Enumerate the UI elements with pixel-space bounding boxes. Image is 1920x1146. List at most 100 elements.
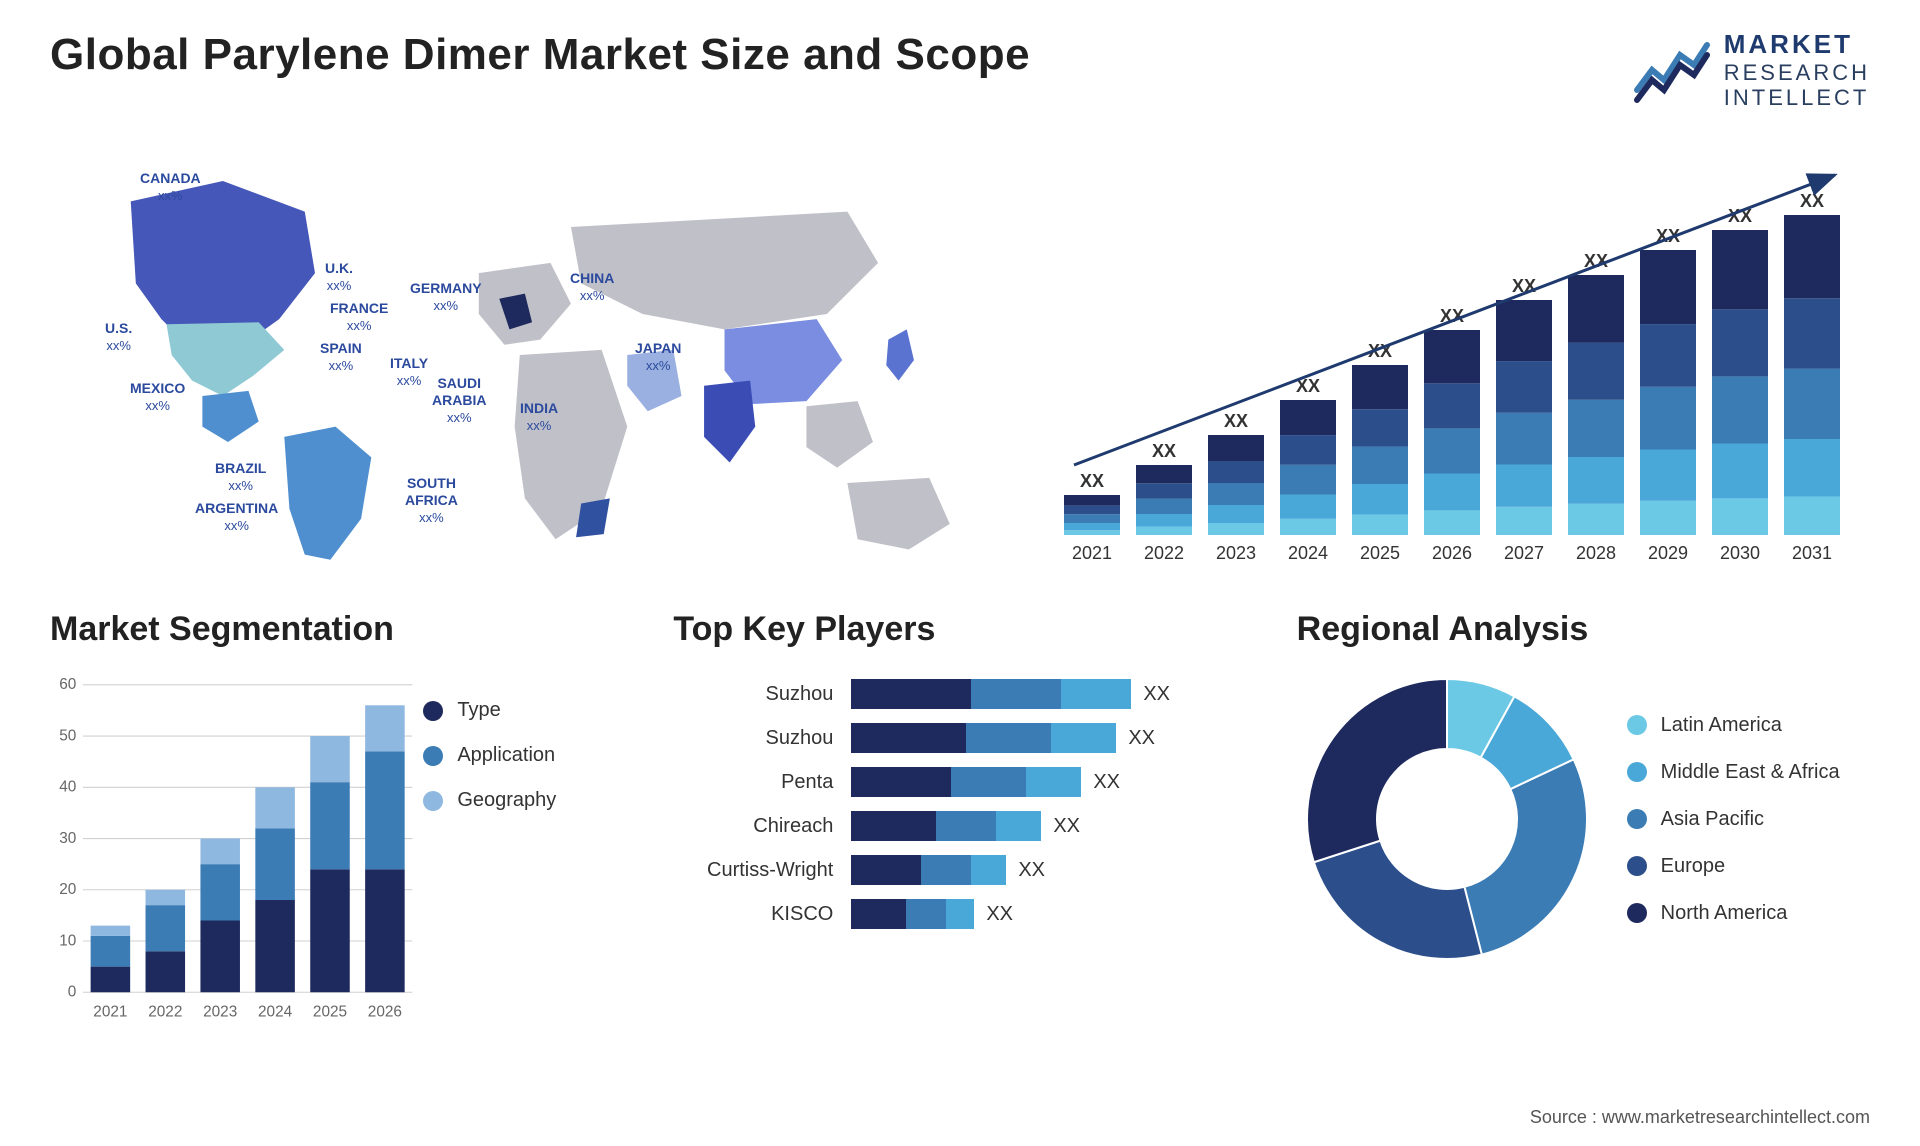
main-bar-segment <box>1712 230 1768 309</box>
player-bar-wrap: XX <box>851 899 1246 929</box>
legend-dot <box>1627 809 1647 829</box>
map-label: GERMANYxx% <box>410 280 482 314</box>
main-bar-segment <box>1640 325 1696 388</box>
seg-bar-segment <box>91 936 131 967</box>
legend-item: Middle East & Africa <box>1627 761 1870 784</box>
player-name: Suzhou <box>673 727 833 750</box>
map-label: U.K.xx% <box>325 260 353 294</box>
legend-dot <box>1627 762 1647 782</box>
main-bar-segment <box>1280 436 1336 466</box>
legend-label: Europe <box>1661 855 1726 878</box>
legend-label: Middle East & Africa <box>1661 761 1840 784</box>
player-bar-segment <box>996 811 1041 841</box>
seg-bar-segment <box>91 967 131 993</box>
player-bar-segment <box>851 855 921 885</box>
player-bar-segment <box>921 855 971 885</box>
legend-item: Asia Pacific <box>1627 808 1870 831</box>
seg-bar-segment <box>200 921 240 993</box>
main-bar-segment <box>1208 523 1264 535</box>
player-bar <box>851 679 1131 709</box>
y-tick-label: 40 <box>59 779 76 796</box>
seg-year-label: 2024 <box>258 1004 293 1021</box>
main-bar-segment <box>1496 465 1552 507</box>
y-tick-label: 10 <box>59 933 76 950</box>
seg-year-label: 2023 <box>203 1004 237 1021</box>
seg-bar-segment <box>146 906 186 952</box>
legend-dot <box>1627 715 1647 735</box>
main-bar-segment <box>1280 400 1336 435</box>
donut-slice <box>1307 679 1447 862</box>
main-bar-segment <box>1208 483 1264 505</box>
main-bar-segment <box>1208 435 1264 461</box>
seg-year-label: 2026 <box>368 1004 402 1021</box>
main-bar-value: XX <box>1800 191 1824 211</box>
map-label: CHINAxx% <box>570 270 614 304</box>
player-bar <box>851 811 1041 841</box>
main-bar-segment <box>1640 387 1696 450</box>
main-bar-segment <box>1064 515 1120 524</box>
main-bar-segment <box>1208 505 1264 523</box>
player-row: Suzhou XX <box>673 679 1246 709</box>
main-bar-segment <box>1712 499 1768 536</box>
main-bar-segment <box>1784 299 1840 369</box>
legend-dot <box>1627 856 1647 876</box>
segmentation-legend: TypeApplicationGeography <box>423 669 623 1030</box>
map-label: SPAINxx% <box>320 340 362 374</box>
main-bar-segment <box>1136 484 1192 499</box>
y-tick-label: 60 <box>59 677 76 694</box>
seg-bar-segment <box>146 952 186 993</box>
players-chart: SuzhouXXSuzhouXXPentaXXChireachXXCurtiss… <box>673 669 1246 929</box>
main-bar-year: 2029 <box>1648 543 1688 563</box>
player-bar-segment <box>946 899 974 929</box>
player-bar <box>851 767 1081 797</box>
seg-bar-segment <box>310 783 350 870</box>
player-bar-segment <box>851 723 966 753</box>
regional-donut <box>1297 669 1597 969</box>
legend-dot <box>423 791 443 811</box>
logo: MARKET RESEARCH INTELLECT <box>1632 30 1870 110</box>
source-text: Source : www.marketresearchintellect.com <box>1530 1107 1870 1128</box>
map-label: ARGENTINAxx% <box>195 500 278 534</box>
regional-title: Regional Analysis <box>1297 610 1870 649</box>
seg-year-label: 2025 <box>313 1004 347 1021</box>
map-label: ITALYxx% <box>390 355 428 389</box>
map-label: MEXICOxx% <box>130 380 185 414</box>
main-bar-segment <box>1424 429 1480 474</box>
player-value: XX <box>1128 727 1155 750</box>
player-bar-wrap: XX <box>851 767 1246 797</box>
player-bar-segment <box>851 679 971 709</box>
player-bar-segment <box>966 723 1051 753</box>
main-bar-segment <box>1424 511 1480 536</box>
main-bar-year: 2023 <box>1216 543 1256 563</box>
map-label: JAPANxx% <box>635 340 681 374</box>
player-value: XX <box>986 903 1013 926</box>
main-bar-value: XX <box>1152 441 1176 461</box>
seg-year-label: 2022 <box>148 1004 182 1021</box>
y-tick-label: 20 <box>59 882 76 899</box>
main-bar-segment <box>1784 497 1840 535</box>
player-row: ChireachXX <box>673 811 1246 841</box>
main-bar-segment <box>1568 400 1624 457</box>
player-row: Curtiss-WrightXX <box>673 855 1246 885</box>
map-label: BRAZILxx% <box>215 460 266 494</box>
legend-label: Asia Pacific <box>1661 808 1764 831</box>
logo-line-2: RESEARCH <box>1724 60 1870 85</box>
main-bar-segment <box>1064 495 1120 505</box>
legend-dot <box>1627 903 1647 923</box>
main-bar-segment <box>1280 495 1336 519</box>
main-bar-segment <box>1568 343 1624 400</box>
player-name: Suzhou <box>673 683 833 706</box>
main-bar-chart: XX2021XX2022XX2023XX2024XX2025XX2026XX20… <box>1050 140 1870 570</box>
main-bar-year: 2026 <box>1432 543 1472 563</box>
seg-bar-segment <box>255 829 295 901</box>
player-bar-segment <box>851 811 936 841</box>
player-row: Suzhou XX <box>673 723 1246 753</box>
main-bar-segment <box>1136 465 1192 483</box>
legend-label: North America <box>1661 902 1788 925</box>
player-bar-segment <box>951 767 1026 797</box>
player-value: XX <box>1143 683 1170 706</box>
segmentation-panel: Market Segmentation 01020304050602021202… <box>50 610 623 1030</box>
regional-panel: Regional Analysis Latin AmericaMiddle Ea… <box>1297 610 1870 1030</box>
map-label: CANADAxx% <box>140 170 201 204</box>
main-bar-segment <box>1496 413 1552 465</box>
